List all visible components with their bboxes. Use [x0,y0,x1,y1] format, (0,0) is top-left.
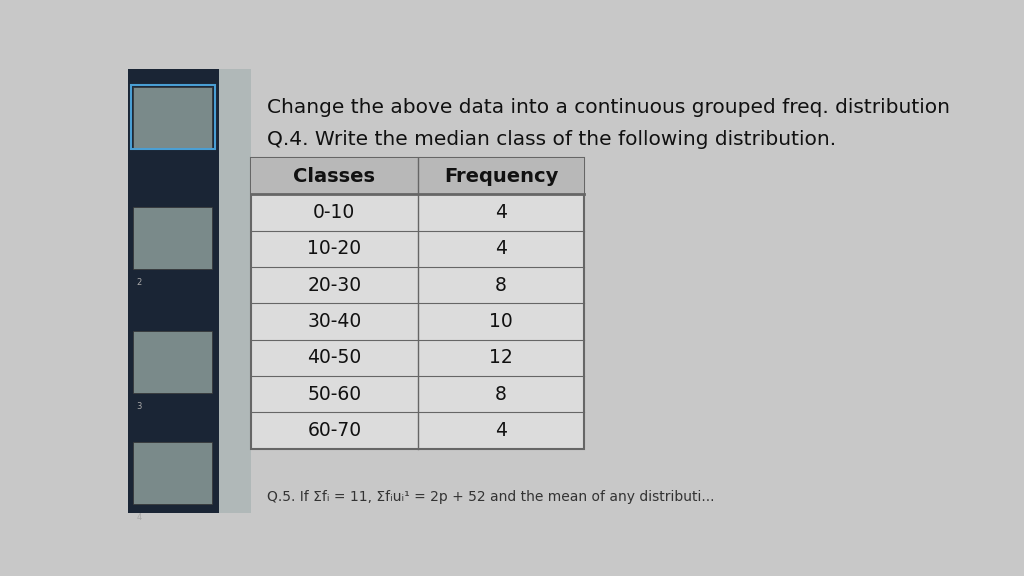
Bar [133,331,212,393]
Bar [131,85,214,149]
Text: 4: 4 [495,239,507,258]
Text: 12: 12 [489,348,513,367]
Text: 4: 4 [495,421,507,440]
Text: 0-10: 0-10 [313,203,355,222]
Text: 4: 4 [137,513,142,522]
Text: 8: 8 [495,385,507,404]
Text: Change the above data into a continuous grouped freq. distribution: Change the above data into a continuous … [267,98,950,117]
Text: 3: 3 [137,402,142,411]
Text: Frequency: Frequency [443,166,558,185]
Text: 30-40: 30-40 [307,312,361,331]
Bar [251,158,585,194]
Text: 20-30: 20-30 [307,275,361,294]
Text: 40-50: 40-50 [307,348,361,367]
Text: 8: 8 [495,275,507,294]
Bar [251,158,585,449]
Text: Classes: Classes [293,166,376,185]
Bar [133,442,212,504]
Text: 60-70: 60-70 [307,421,361,440]
Bar [251,69,922,513]
Text: 10: 10 [489,312,513,331]
Bar [128,69,219,513]
Text: Q.4. Write the median class of the following distribution.: Q.4. Write the median class of the follo… [267,130,836,149]
Text: Q.5. If Σfᵢ = 11, Σfᵢuᵢ¹ = 2p + 52 and the mean of any distributi...: Q.5. If Σfᵢ = 11, Σfᵢuᵢ¹ = 2p + 52 and t… [267,490,715,504]
Bar [133,207,212,268]
Bar [133,87,212,149]
Text: 4: 4 [495,203,507,222]
Text: 10-20: 10-20 [307,239,361,258]
Text: 50-60: 50-60 [307,385,361,404]
Text: 2: 2 [137,278,142,287]
Bar [219,69,251,513]
